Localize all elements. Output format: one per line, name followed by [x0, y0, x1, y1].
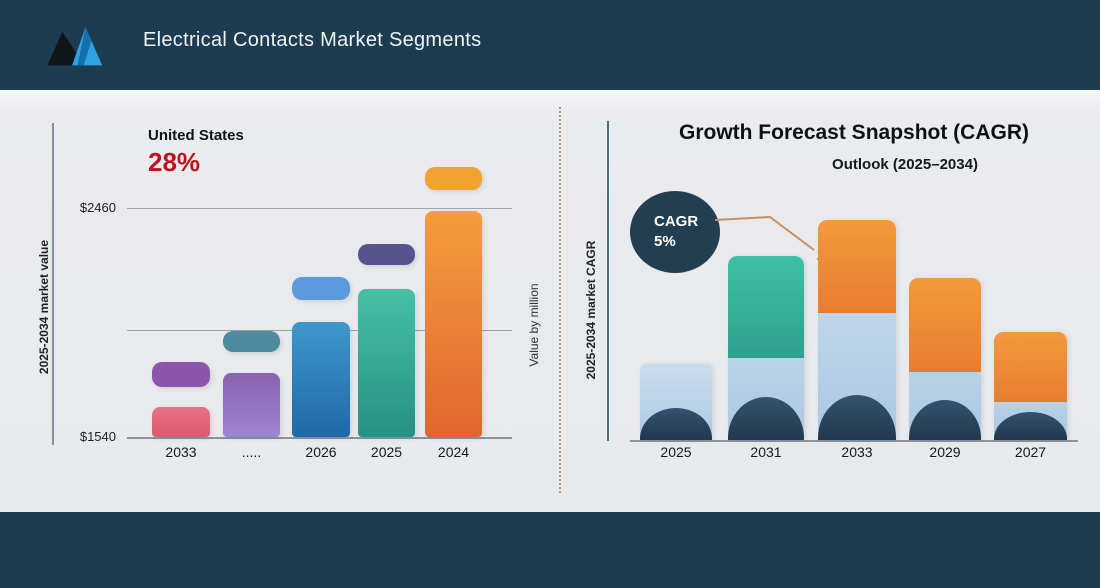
right-x-label-2029: 2029	[929, 444, 961, 460]
left-chart-y-axis	[52, 123, 54, 445]
right-x-label-2031: 2031	[750, 444, 782, 460]
stacked-bar-2025	[640, 364, 712, 440]
ama-logo-icon	[47, 27, 103, 66]
right-x-label-2033: 2033	[841, 444, 873, 460]
left-ytick-0: $2460	[79, 200, 116, 215]
value-by-million-label: Value by million	[527, 283, 541, 367]
stacked-bar-2031	[728, 256, 804, 440]
segment-dome-2027	[994, 412, 1067, 440]
right-y-axis-title: 2025-2034 market CAGR	[584, 240, 598, 380]
left-gridline-2	[127, 437, 512, 439]
left-x-label-2033: 2033	[165, 444, 197, 460]
segment-top-2027	[994, 332, 1067, 402]
bar-cap-2024	[425, 167, 482, 190]
right-chart-y-axis	[607, 121, 609, 441]
bar-.....	[223, 373, 280, 437]
right-chart-title: Growth Forecast Snapshot (CAGR)	[678, 121, 1030, 144]
bar-2033	[152, 407, 210, 437]
page-title: Electrical Contacts Market Segments	[143, 29, 482, 51]
left-gridline-0	[127, 208, 512, 209]
segment-dome-2031	[728, 397, 804, 440]
left-x-label-2024: 2024	[437, 444, 470, 460]
left-ytick-2: $1540	[79, 429, 116, 444]
bar-2026	[292, 322, 350, 437]
bar-2024	[425, 211, 482, 437]
stacked-bar-2027	[994, 332, 1067, 440]
segment-dome-2029	[909, 400, 981, 440]
bar-cap-.....	[223, 331, 280, 352]
bar-cap-2025	[358, 244, 415, 265]
cagr-badge: CAGR 5%	[630, 191, 720, 273]
footer-bar: @ All Market Analysis Snapshot GlobalEle…	[0, 512, 1100, 588]
segment-top-2031	[728, 256, 804, 358]
right-baseline	[630, 440, 1078, 442]
segment-top-2029	[909, 278, 981, 372]
left-x-label-2025: 2025	[370, 444, 403, 460]
highlight-percentage: 28%	[148, 147, 201, 177]
left-x-label-.....: .....	[241, 444, 262, 460]
left-x-label-2026: 2026	[305, 444, 337, 460]
cagr-badge-value: 5%	[654, 233, 676, 250]
bar-2025	[358, 289, 415, 437]
header-bar: Electrical Contacts Market Segments	[0, 0, 1100, 90]
left-y-axis-title: 2025-2034 market value	[37, 239, 51, 375]
panel-divider	[559, 107, 561, 493]
segment-dome-2025	[640, 408, 712, 440]
stacked-bar-2033	[818, 220, 896, 440]
stacked-bar-2029	[909, 278, 981, 440]
bar-cap-2033	[152, 362, 210, 387]
segment-top-2033	[818, 220, 896, 313]
cagr-badge-label: CAGR	[654, 212, 699, 230]
right-x-label-2027: 2027	[1014, 444, 1047, 460]
callout-line	[714, 215, 815, 251]
region-label: United States	[148, 127, 244, 144]
right-x-label-2025: 2025	[660, 444, 692, 460]
bar-cap-2026	[292, 277, 350, 300]
segment-dome-2033	[818, 395, 896, 440]
right-chart-subtitle: Outlook (2025–2034)	[832, 156, 978, 173]
